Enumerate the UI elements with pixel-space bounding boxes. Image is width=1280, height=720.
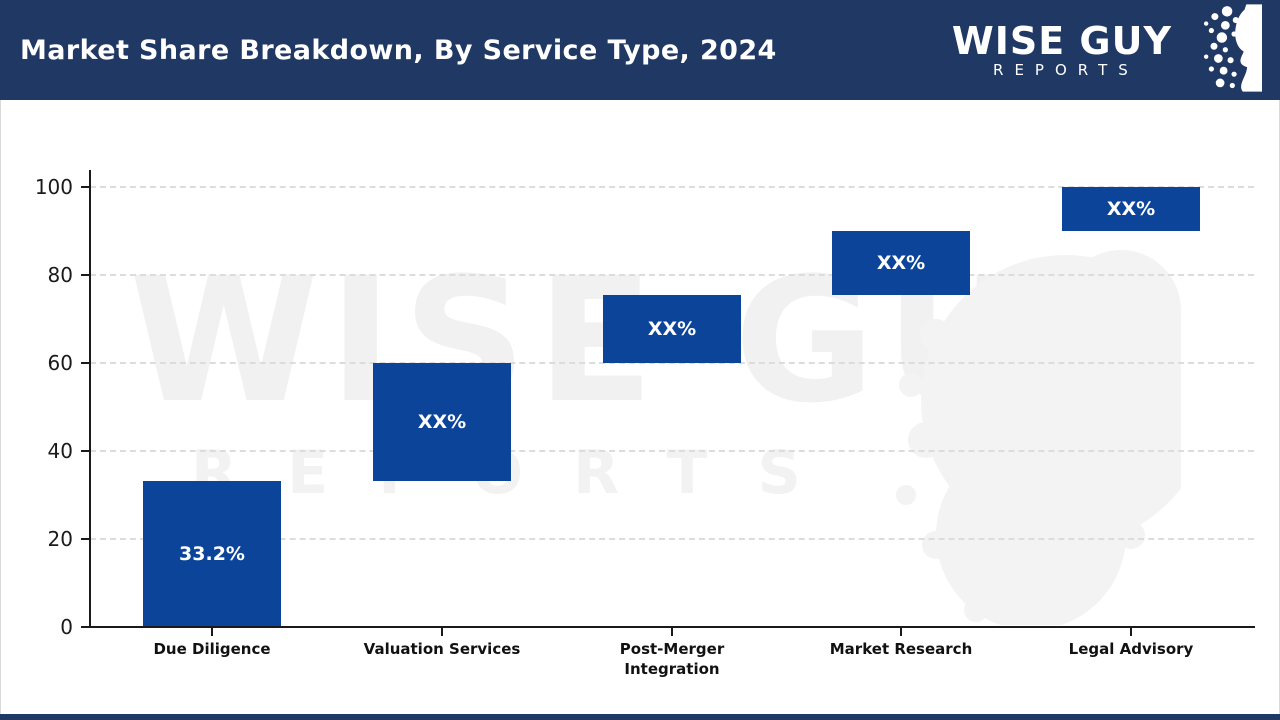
y-axis-line [89, 170, 91, 628]
gridline-60 [90, 362, 1254, 364]
x-category-label-due-diligence: Due Diligence [153, 640, 271, 658]
bar-value-label-market-research: XX% [876, 251, 926, 274]
y-tick-mark-0 [81, 626, 89, 628]
x-tick-mark-post-merger-integration [671, 628, 673, 636]
x-tick-mark-market-research [900, 628, 902, 636]
page-title: Market Share Breakdown, By Service Type,… [20, 34, 777, 66]
y-tick-mark-80 [81, 274, 89, 276]
bar-value-label-due-diligence: 33.2% [179, 542, 245, 565]
y-tick-label-40: 40 [47, 439, 73, 463]
brand-logo-text: WISE GUY REPORTS [952, 22, 1172, 78]
y-tick-mark-100 [81, 186, 89, 188]
y-tick-label-60: 60 [47, 351, 73, 375]
bar-value-label-legal-advisory: XX% [1106, 198, 1156, 220]
x-category-label-legal-advisory: Legal Advisory [1068, 640, 1194, 658]
bar-due-diligence: 33.2% [143, 480, 281, 627]
y-tick-mark-40 [81, 450, 89, 452]
gridline-100 [90, 186, 1254, 188]
gridline-80 [90, 274, 1254, 276]
gridline-40 [90, 450, 1254, 452]
bar-value-label-post-merger-integration: XX% [647, 317, 697, 340]
bar-valuation-services: XX% [373, 363, 511, 481]
x-tick-mark-due-diligence [211, 628, 213, 636]
logo-face-dots-icon [1166, 4, 1262, 96]
x-tick-mark-valuation-services [441, 628, 443, 636]
x-category-label-post-merger-integration: Post-Merger Integration [619, 640, 725, 679]
y-tick-label-80: 80 [47, 263, 73, 287]
footer-accent-strip [0, 714, 1280, 720]
y-tick-mark-60 [81, 362, 89, 364]
bar-market-research: XX% [832, 231, 970, 295]
x-axis-line [89, 626, 1255, 628]
x-category-label-valuation-services: Valuation Services [363, 640, 521, 658]
bar-value-label-valuation-services: XX% [417, 410, 467, 433]
x-tick-mark-legal-advisory [1130, 628, 1132, 636]
gridline-20 [90, 538, 1254, 540]
watermark-subtitle-text: REPORTS [191, 438, 851, 508]
y-tick-label-20: 20 [47, 527, 73, 551]
bar-post-merger-integration: XX% [603, 294, 741, 363]
x-category-label-market-research: Market Research [829, 640, 973, 658]
watermark-face-icon [881, 215, 1211, 630]
y-tick-label-0: 0 [60, 615, 73, 639]
brand-logo: WISE GUY REPORTS [952, 4, 1262, 96]
y-tick-label-100: 100 [34, 175, 73, 199]
brand-name: WISE GUY [951, 19, 1172, 63]
header-bar: Market Share Breakdown, By Service Type,… [0, 0, 1280, 100]
bar-legal-advisory: XX% [1062, 187, 1200, 231]
y-tick-mark-20 [81, 538, 89, 540]
brand-subtitle: REPORTS [993, 61, 1139, 79]
